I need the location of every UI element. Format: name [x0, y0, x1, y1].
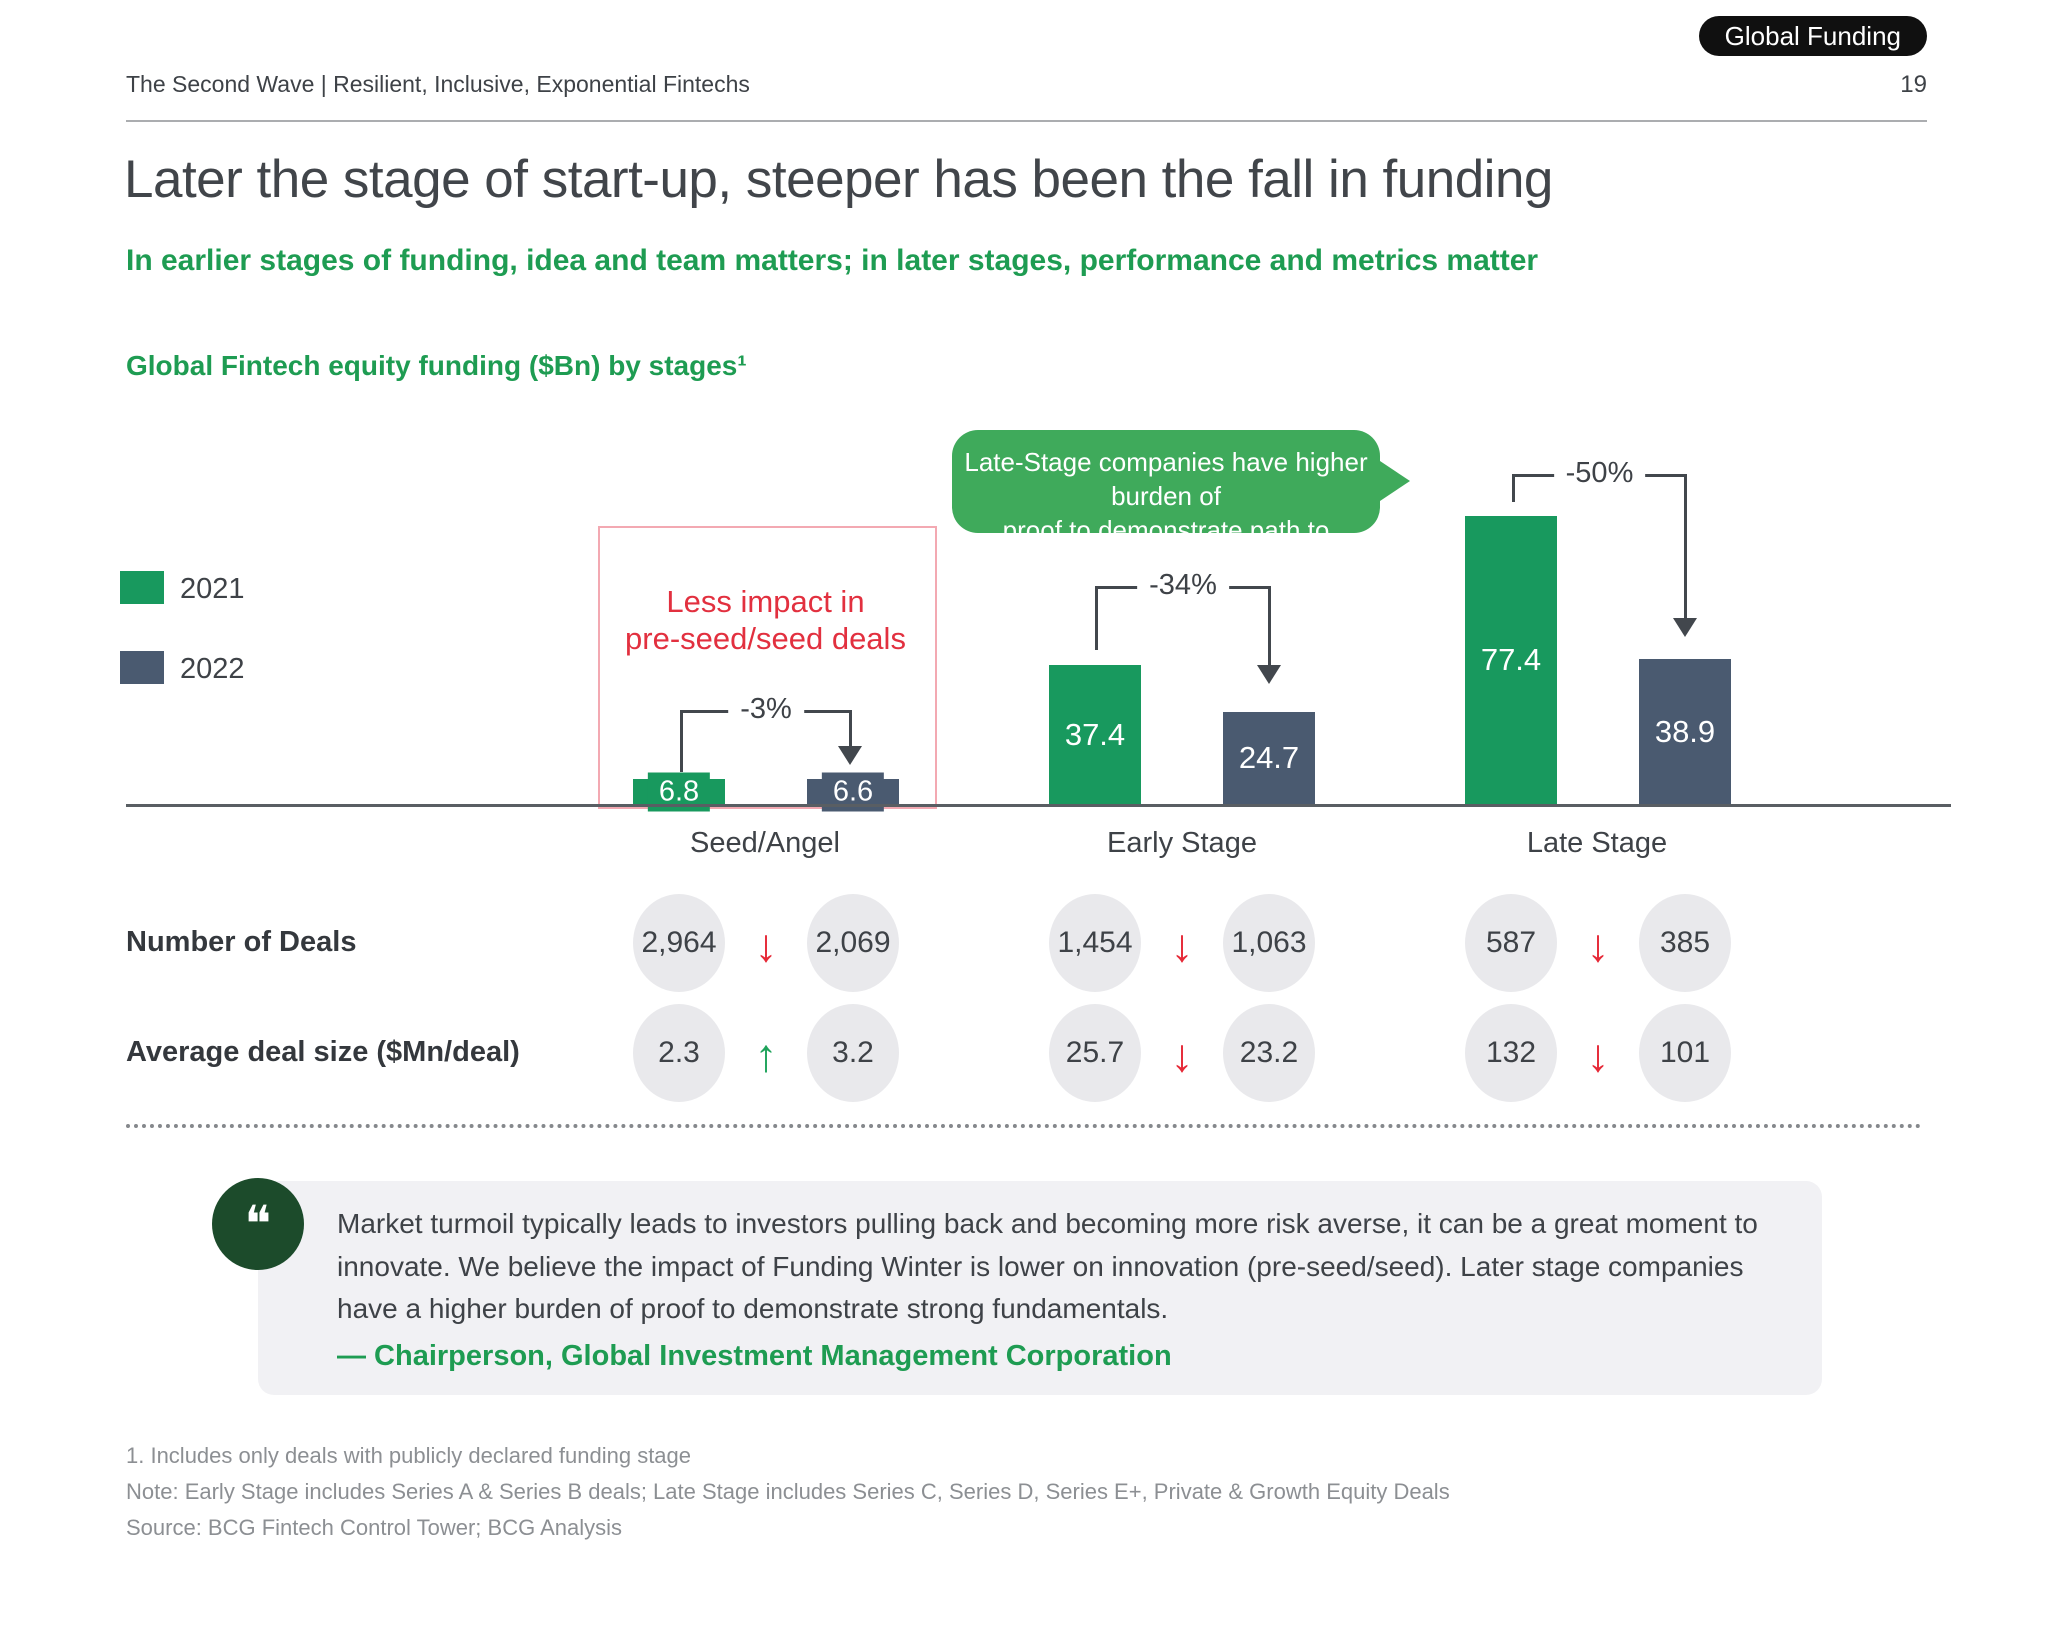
down-arrow-icon: ↓ [754, 919, 778, 971]
stat-value: 1,063 [1223, 894, 1315, 992]
global-funding-tag: Global Funding [1698, 16, 1927, 56]
stat-value: 2,069 [807, 894, 899, 992]
quote-text: Market turmoil typically leads to invest… [337, 1208, 1758, 1325]
stat-value: 23.2 [1223, 1004, 1315, 1102]
category-label-early-stage: Early Stage [1107, 827, 1257, 859]
quote-icon: ❝ [212, 1178, 304, 1270]
footnote-1: 1. Includes only deals with publicly dec… [126, 1443, 692, 1468]
bracket-line [849, 710, 852, 746]
stat-value: 385 [1639, 894, 1731, 992]
page-title: Later the stage of start-up, steeper has… [124, 150, 1553, 209]
x-axis [126, 804, 1951, 807]
callout-line2: proof to demonstrate path to profitabili… [1002, 514, 1330, 579]
quote-attribution: — Chairperson, Global Investment Managem… [337, 1340, 1172, 1372]
chart-title: Global Fintech equity funding ($Bn) by s… [126, 350, 747, 381]
footnotes: 1. Includes only deals with publicly dec… [126, 1438, 1450, 1546]
stat-value: 25.7 [1049, 1004, 1141, 1102]
bracket-line [1684, 474, 1687, 618]
down-arrow-icon: ↓ [1170, 919, 1194, 971]
bar-value-label: 24.7 [1238, 740, 1300, 775]
footnote-note: Note: Early Stage includes Series A & Se… [126, 1479, 1450, 1504]
header-divider [126, 120, 1927, 122]
change-label-seed: -3% [728, 693, 804, 726]
legend-label-2021: 2021 [180, 573, 245, 605]
bracket-arrowhead-icon [1257, 665, 1281, 684]
bar-value-label: 77.4 [1480, 642, 1542, 677]
seed-annotation-text: Less impact in pre-seed/seed deals [598, 584, 933, 657]
stat-value: 2,964 [633, 894, 725, 992]
page-subtitle: In earlier stages of funding, idea and t… [126, 244, 1539, 277]
change-label-early: -34% [1137, 569, 1229, 602]
legend-swatch-2021 [120, 571, 164, 604]
down-arrow-icon: ↓ [1586, 919, 1610, 971]
late-stage-callout: Late-Stage companies have higher burden … [952, 430, 1410, 578]
down-arrow-icon: ↓ [1170, 1029, 1194, 1081]
category-label-seed-angel: Seed/Angel [690, 827, 840, 859]
legend-swatch-2022 [120, 651, 164, 684]
bar-2022-seed-angel: 6.6 [807, 772, 899, 811]
category-label-late-stage: Late Stage [1526, 827, 1668, 859]
bar-2021-seed-angel: 6.8 [633, 772, 725, 811]
bar-value-label: 38.9 [1654, 713, 1716, 749]
stat-value: 587 [1465, 894, 1557, 992]
footnote-source: Source: BCG Fintech Control Tower; BCG A… [126, 1515, 623, 1540]
bracket-line [1512, 474, 1515, 502]
stat-value: 101 [1639, 1004, 1731, 1102]
up-arrow-icon: ↑ [754, 1029, 778, 1081]
dotted-divider [126, 1124, 1922, 1128]
bracket-line [1095, 586, 1098, 650]
bracket-line [680, 710, 683, 772]
seed-annotation-line2: pre-seed/seed deals [625, 620, 906, 656]
bracket-line [1268, 586, 1271, 665]
quote-card [258, 1181, 1822, 1395]
bar-2021-late-stage: 77.4 [1465, 516, 1557, 804]
running-header: The Second Wave | Resilient, Inclusive, … [126, 71, 750, 97]
bracket-arrowhead-icon [1673, 618, 1697, 637]
seed-annotation-box [598, 526, 937, 809]
seed-annotation-line1: Less impact in [666, 584, 865, 619]
stat-value: 132 [1465, 1004, 1557, 1102]
stat-value: 1,454 [1049, 894, 1141, 992]
down-arrow-icon: ↓ [1586, 1029, 1610, 1081]
page-number: 19 [1900, 71, 1927, 98]
callout-line1: Late-Stage companies have higher burden … [964, 447, 1368, 511]
bar-value-label: 37.4 [1064, 716, 1126, 752]
row-label-number-of-deals: Number of Deals [126, 926, 357, 958]
bar-2022-early-stage: 24.7 [1223, 712, 1315, 804]
change-label-late: -50% [1553, 457, 1646, 490]
bar-2022-late-stage: 38.9 [1639, 659, 1731, 804]
quote-mark: ❝ [244, 1196, 272, 1252]
bracket-arrowhead-icon [838, 746, 862, 765]
stat-value: 2.3 [633, 1004, 725, 1102]
legend-label-2022: 2022 [180, 653, 245, 685]
row-label-average-deal-size: Average deal size ($Mn/deal) [126, 1036, 520, 1068]
bar-2021-early-stage: 37.4 [1049, 665, 1141, 804]
stat-value: 3.2 [807, 1004, 899, 1102]
